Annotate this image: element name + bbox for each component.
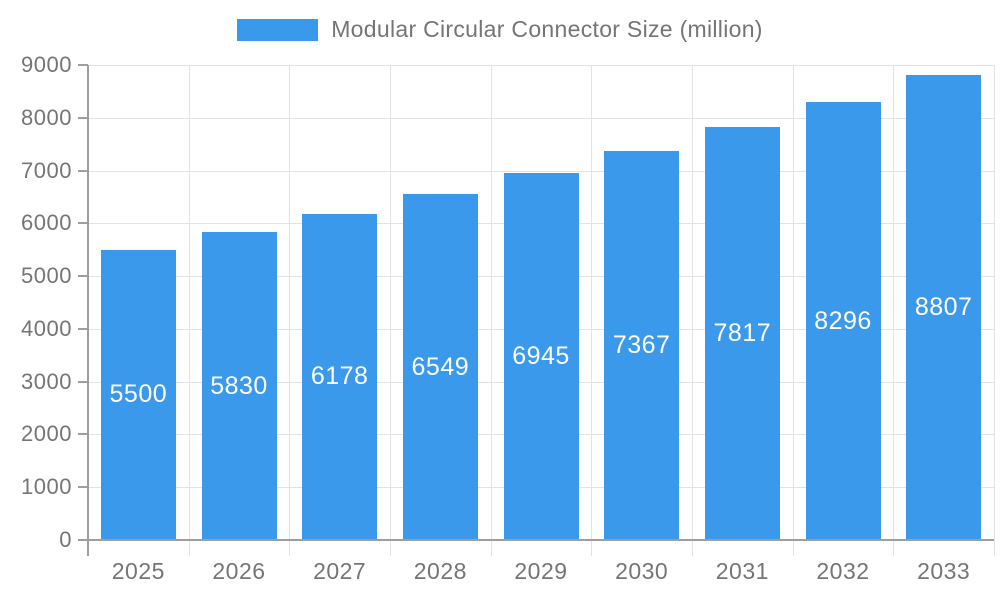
v-gridline xyxy=(189,65,190,556)
bar: 8296 xyxy=(805,102,881,540)
y-axis-label: 1000 xyxy=(21,474,72,500)
bar-value-label: 8807 xyxy=(914,293,973,322)
y-axis-label: 6000 xyxy=(21,210,72,236)
x-axis-label: 2028 xyxy=(413,558,467,584)
bar: 7817 xyxy=(704,127,780,540)
bar-value-label: 6549 xyxy=(411,352,470,381)
x-axis-line xyxy=(87,539,994,541)
y-axis-label: 2000 xyxy=(21,421,72,447)
y-tick xyxy=(78,486,88,489)
bar: 7367 xyxy=(604,151,680,540)
h-gridline xyxy=(88,117,994,119)
bar-value-label: 6945 xyxy=(512,342,570,371)
bar-value-label: 8296 xyxy=(814,306,872,335)
y-axis-label: 0 xyxy=(59,527,72,552)
x-axis-label: 2025 xyxy=(111,558,165,584)
x-axis-label: 2027 xyxy=(313,558,367,584)
h-gridline xyxy=(88,65,994,66)
y-axis-label: 9000 xyxy=(21,52,72,77)
v-gridline xyxy=(994,65,995,556)
v-gridline xyxy=(390,65,391,556)
y-tick xyxy=(78,327,88,330)
bar: 5500 xyxy=(100,249,176,540)
bar-value-label: 6178 xyxy=(310,362,369,391)
bar: 6945 xyxy=(503,173,579,540)
v-gridline xyxy=(289,65,290,556)
x-axis-label: 2029 xyxy=(514,558,568,584)
y-axis-label: 4000 xyxy=(21,315,72,341)
x-axis-label: 2032 xyxy=(816,558,870,584)
bar: 8807 xyxy=(906,75,982,540)
x-axis-label: 2026 xyxy=(212,558,266,584)
y-tick xyxy=(78,539,88,541)
bar-value-label: 7367 xyxy=(612,331,671,360)
y-axis-label: 5000 xyxy=(21,263,72,289)
x-axis-label: 2033 xyxy=(917,558,971,584)
bar-value-label: 7817 xyxy=(713,319,772,348)
bar: 5830 xyxy=(201,232,277,540)
y-tick xyxy=(78,222,88,225)
v-gridline xyxy=(893,65,894,556)
v-gridline xyxy=(491,65,492,556)
bar-value-label: 5500 xyxy=(109,380,168,409)
bar-value-label: 5830 xyxy=(210,371,268,400)
legend-swatch xyxy=(237,18,319,41)
legend-item[interactable]: Modular Circular Connector Size (million… xyxy=(237,16,763,43)
y-tick xyxy=(78,433,88,436)
y-axis-label: 8000 xyxy=(21,104,72,130)
bar: 6549 xyxy=(402,194,478,540)
bar: 6178 xyxy=(302,213,378,540)
v-gridline xyxy=(793,65,794,556)
y-tick xyxy=(78,169,88,172)
legend: Modular Circular Connector Size (million… xyxy=(0,16,1000,43)
v-gridline xyxy=(591,65,592,556)
y-axis-label: 3000 xyxy=(21,368,72,394)
legend-label: Modular Circular Connector Size (million… xyxy=(331,16,763,42)
y-tick xyxy=(78,116,88,119)
x-axis-label: 2030 xyxy=(615,558,669,584)
v-gridline xyxy=(692,65,693,556)
y-axis-line xyxy=(87,65,89,556)
y-tick xyxy=(78,380,88,383)
y-axis-label: 7000 xyxy=(21,157,72,183)
h-gridline xyxy=(88,170,994,172)
y-tick xyxy=(78,275,88,278)
y-tick xyxy=(78,64,88,66)
x-axis-label: 2031 xyxy=(715,558,769,584)
